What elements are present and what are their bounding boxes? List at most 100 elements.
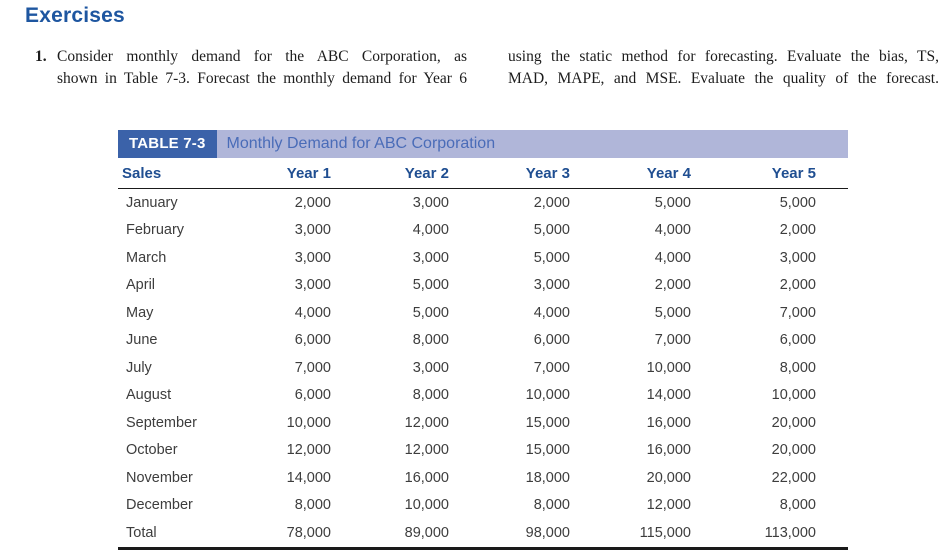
demand-value: 4,000 [294,304,331,321]
demand-value: 8,000 [779,359,816,376]
column-header: Year 4 [570,158,691,189]
demand-value: 89,000 [404,524,449,541]
demand-value: 15,000 [525,442,570,459]
table-7-3: TABLE 7-3 Monthly Demand for ABC Corpora… [118,130,848,550]
demand-value: 3,000 [779,249,816,266]
demand-value: 7,000 [779,304,816,321]
demand-value: 14,000 [646,387,691,404]
demand-value: 4,000 [412,222,449,239]
demand-value: 10,000 [404,497,449,514]
monthly-demand-table: Sales Year 1 Year 2 Year 3 Year 4 Year 5 Janu… [118,158,848,550]
demand-value: 2,000 [779,222,816,239]
table-title: Monthly Demand for ABC Corporation [216,130,848,158]
row-label: October [126,442,178,459]
demand-value: 6,000 [533,332,570,349]
demand-value: 5,000 [533,249,570,266]
demand-value: 8,000 [412,332,449,349]
exercise-1-left-column: 1. Consider monthly demand for the ABC C… [35,46,467,90]
demand-value: 6,000 [779,332,816,349]
demand-value: 10,000 [771,387,816,404]
table-row: July 7,000 3,000 7,000 10,000 8,000 [118,354,848,382]
demand-value: 20,000 [646,469,691,486]
exercise-left-text: Consider monthly demand for the ABC Corp… [57,46,467,90]
table-row: February 3,000 4,000 5,000 4,000 2,000 [118,217,848,245]
demand-value: 10,000 [646,359,691,376]
demand-value: 3,000 [294,222,331,239]
table-header-bar: TABLE 7-3 Monthly Demand for ABC Corpora… [118,130,848,158]
demand-value: 18,000 [525,469,570,486]
table-header-row: Sales Year 1 Year 2 Year 3 Year 4 Year 5 [118,158,848,189]
demand-value: 8,000 [533,497,570,514]
row-label: September [126,414,197,431]
row-label: April [126,277,156,294]
demand-value: 2,000 [779,277,816,294]
exercise-text-line: using the static method for forecasting.… [508,48,939,65]
demand-value: 5,000 [654,194,691,211]
table-row: March 3,000 3,000 5,000 4,000 3,000 [118,244,848,272]
demand-value: 20,000 [771,442,816,459]
row-label: March [126,249,167,266]
exercise-text-line: MAD, MAPE, and MSE. Evaluate the quality… [508,70,939,87]
row-label: February [126,222,185,239]
column-header: Year 1 [268,158,331,189]
exercise-right-text: using the static method for forecasting.… [508,46,939,90]
exercise-1-right-column: using the static method for forecasting.… [508,46,939,90]
table-label: TABLE 7-3 [118,130,217,158]
column-header: Sales [118,158,268,189]
demand-value: 10,000 [286,414,331,431]
row-label: May [126,304,154,321]
row-label: July [126,359,152,376]
demand-value: 12,000 [404,414,449,431]
table-row: January 2,000 3,000 2,000 5,000 5,000 [118,189,848,217]
row-label: Total [126,524,157,541]
table-row: May 4,000 5,000 4,000 5,000 7,000 [118,299,848,327]
demand-value: 20,000 [771,414,816,431]
table-row: September 10,000 12,000 15,000 16,000 20,000 [118,409,848,437]
table-row: November 14,000 16,000 18,000 20,000 22,000 [118,464,848,492]
row-label: December [126,497,193,514]
demand-value: 16,000 [646,442,691,459]
demand-value: 3,000 [294,249,331,266]
demand-value: 12,000 [404,442,449,459]
demand-value: 5,000 [412,304,449,321]
column-header: Year 2 [331,158,449,189]
row-label: August [126,387,172,404]
demand-value: 16,000 [404,469,449,486]
demand-value: 2,000 [294,194,331,211]
demand-value: 3,000 [294,277,331,294]
demand-value: 98,000 [525,524,570,541]
table-row: December 8,000 10,000 8,000 12,000 8,000 [118,492,848,520]
demand-value: 4,000 [533,304,570,321]
demand-value: 8,000 [412,387,449,404]
demand-value: 8,000 [779,497,816,514]
demand-value: 16,000 [646,414,691,431]
demand-value: 5,000 [654,304,691,321]
exercise-text-line: shown in Table 7-3. Forecast the monthly… [57,70,467,87]
demand-value: 78,000 [286,524,331,541]
demand-value: 14,000 [286,469,331,486]
demand-value: 12,000 [286,442,331,459]
demand-value: 4,000 [654,249,691,266]
demand-value: 6,000 [294,332,331,349]
table-total-row: Total 78,000 89,000 98,000 115,000 113,000 [118,519,848,548]
demand-value: 8,000 [294,497,331,514]
table-row: April 3,000 5,000 3,000 2,000 2,000 [118,272,848,300]
demand-value: 4,000 [654,222,691,239]
demand-value: 5,000 [779,194,816,211]
demand-value: 3,000 [533,277,570,294]
column-header: Year 3 [449,158,570,189]
demand-value: 115,000 [639,524,691,541]
exercise-text-line: Consider monthly demand for the ABC Corp… [57,48,467,65]
row-label: June [126,332,158,349]
table-body: January 2,000 3,000 2,000 5,000 5,000 February… [118,189,848,549]
demand-value: 5,000 [412,277,449,294]
demand-value: 2,000 [654,277,691,294]
exercise-number: 1. [35,48,47,65]
demand-value: 6,000 [294,387,331,404]
column-header: Year 5 [691,158,848,189]
demand-value: 22,000 [771,469,816,486]
demand-value: 12,000 [646,497,691,514]
row-label: November [126,469,193,486]
demand-value: 113,000 [764,524,816,541]
